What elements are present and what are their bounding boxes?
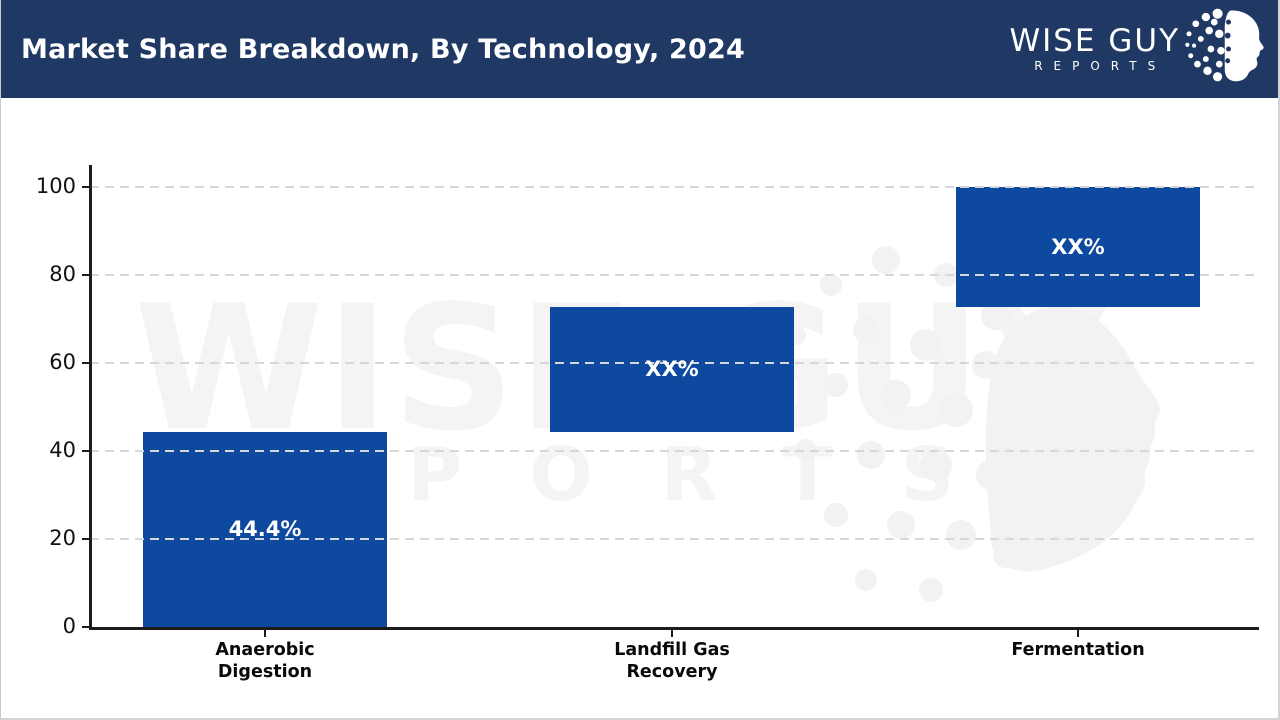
- y-gridline: [90, 186, 1259, 188]
- y-tick-label: 60: [49, 350, 76, 374]
- x-category-label: Anaerobic Digestion: [215, 640, 315, 682]
- x-tick-mark: [671, 629, 673, 637]
- bar-value-label: 44.4%: [228, 517, 302, 542]
- bar-segment: [143, 431, 387, 627]
- y-axis-line: [89, 165, 92, 629]
- y-tick-mark: [82, 450, 90, 452]
- logo-head-profile-icon: [1185, 8, 1264, 82]
- y-tick-label: 40: [49, 438, 76, 462]
- bar-value-label: XX%: [645, 357, 699, 382]
- x-tick-mark: [1077, 629, 1079, 637]
- y-gridline: [90, 362, 1259, 364]
- wise-guy-reports-logo: WISE GUY REPORTS: [1009, 7, 1268, 91]
- y-tick-mark: [82, 538, 90, 540]
- y-tick-label: 0: [62, 614, 76, 638]
- x-tick-mark: [264, 629, 266, 637]
- bar-value-label: XX%: [1051, 234, 1105, 259]
- y-gridline: [90, 538, 1259, 540]
- y-tick-label: 20: [49, 526, 76, 550]
- logo-wordmark: WISE GUY REPORTS: [1009, 24, 1180, 74]
- bar-segment: [550, 306, 794, 432]
- y-tick-mark: [82, 274, 90, 276]
- header-band: Market Share Breakdown, By Technology, 2…: [1, 0, 1278, 98]
- y-tick-mark: [82, 626, 90, 628]
- logo-reports-text: REPORTS: [1034, 59, 1167, 73]
- chart-title: Market Share Breakdown, By Technology, 2…: [21, 33, 746, 65]
- x-axis-line: [89, 627, 1259, 630]
- x-category-label: Landfill Gas Recovery: [614, 640, 730, 682]
- y-gridline: [90, 450, 1259, 452]
- x-category-label: Fermentation: [1011, 640, 1145, 660]
- y-tick-label: 80: [49, 262, 76, 286]
- logo-wise-guy-text: WISE GUY: [1009, 23, 1180, 59]
- bar-segment: [956, 187, 1200, 307]
- y-tick-mark: [82, 186, 90, 188]
- y-gridline: [90, 274, 1259, 276]
- y-tick-label: 100: [35, 174, 76, 198]
- y-tick-mark: [82, 362, 90, 364]
